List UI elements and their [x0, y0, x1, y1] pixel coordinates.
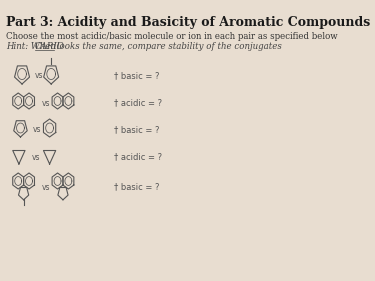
Text: vs: vs	[34, 71, 43, 80]
Text: Choose the most acidic/basic molecule or ion in each pair as specified below: Choose the most acidic/basic molecule or…	[6, 32, 338, 41]
Text: † acidic = ?: † acidic = ?	[114, 153, 162, 162]
Text: vs: vs	[42, 182, 50, 191]
Text: Hint: When: Hint: When	[6, 42, 59, 51]
Text: † basic = ?: † basic = ?	[114, 182, 160, 191]
Text: vs: vs	[42, 99, 50, 108]
Text: vs: vs	[33, 126, 42, 135]
Text: vs: vs	[32, 153, 40, 162]
Text: † acidic = ?: † acidic = ?	[114, 99, 162, 108]
Text: looks the same, compare stability of the conjugates: looks the same, compare stability of the…	[54, 42, 282, 51]
Text: † basic = ?: † basic = ?	[114, 71, 160, 80]
Text: Part 3: Acidity and Basicity of Aromatic Compounds: Part 3: Acidity and Basicity of Aromatic…	[6, 16, 370, 29]
Text: CARIO: CARIO	[34, 42, 64, 51]
Text: † basic = ?: † basic = ?	[114, 126, 160, 135]
